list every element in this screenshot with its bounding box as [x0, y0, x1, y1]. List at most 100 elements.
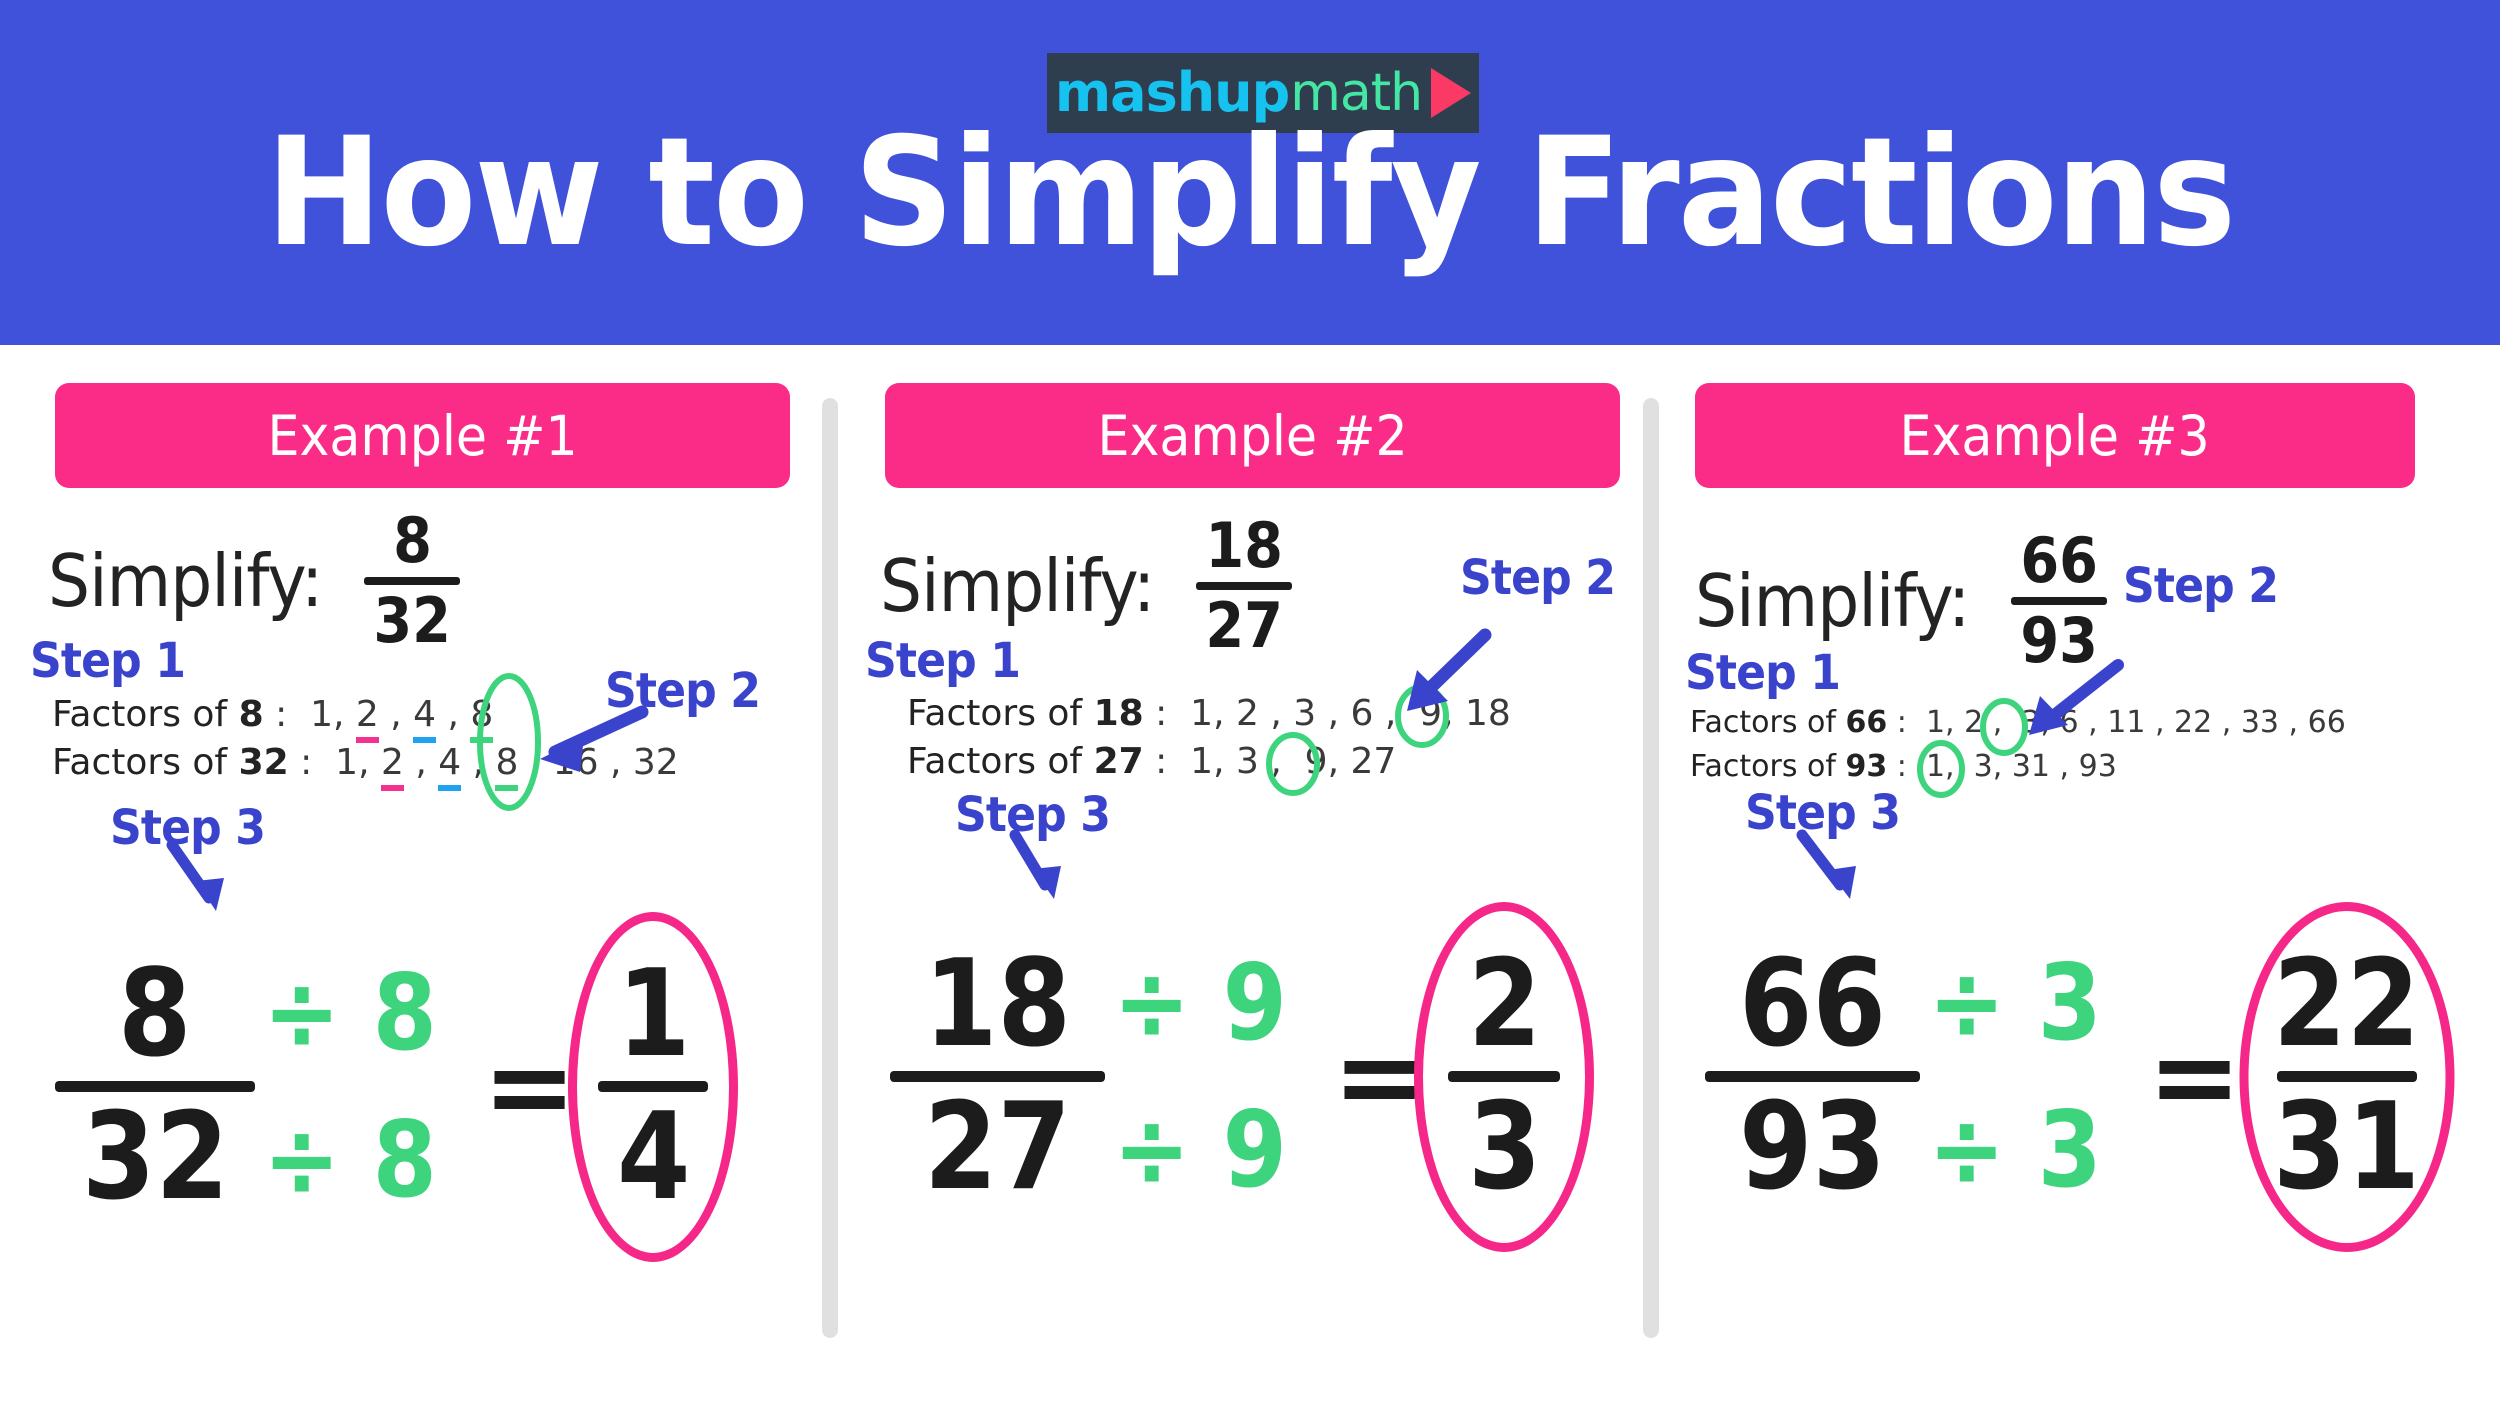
step-3-arrow-icon — [1009, 829, 1061, 899]
factor-item: 3 — [2011, 705, 2041, 740]
factor-item: 3 — [1235, 741, 1259, 782]
solution-equation-1: 8 32 ÷ 8 ÷ 8 = 1 4 — [55, 911, 739, 1262]
factors-row-2a: Factors of 18 : 1, 2 , 3 , 6 , 9, 18 — [907, 693, 1511, 734]
annotations-layer-2 — [1009, 628, 1492, 899]
divide-bottom: ÷ 8 — [263, 1098, 437, 1221]
factor-item: 66 — [2307, 705, 2346, 740]
answer-denominator: 31 — [2273, 1078, 2421, 1217]
factor-item: 3 — [1964, 749, 1993, 784]
annotations-layer-3 — [1796, 659, 2124, 899]
factors-target-number: 8 — [238, 694, 264, 735]
problem-numerator: 18 — [1205, 509, 1284, 582]
page-header-banner: mashup math How to Simplify Fractions — [0, 0, 2500, 345]
colon: : — [300, 742, 313, 783]
divisor-column: ÷ 3 ÷ 3 — [1928, 941, 2126, 1211]
factor-item: 1 — [1916, 705, 1946, 740]
problem-fraction-3: 66 93 — [2011, 530, 2108, 672]
example-column-2: Example #2 Simplify: 18 27 Step 1 Factor… — [845, 345, 1675, 1406]
factor-item: 9 — [1407, 693, 1443, 734]
factor-item: 18 — [1464, 693, 1511, 734]
factor-item: 33 — [2240, 705, 2280, 740]
problem-statement-1: Simplify: 8 32 — [48, 504, 461, 657]
fraction-bar — [1705, 1071, 1920, 1082]
colon: : — [1155, 741, 1168, 782]
example-header-2: Example #2 — [885, 383, 1620, 488]
column-divider-1 — [822, 398, 838, 1338]
mashup-math-logo: mashup math — [1047, 53, 1479, 133]
divisor-column: ÷ 9 ÷ 9 — [1113, 941, 1311, 1211]
step-3-arrow-icon — [1796, 829, 1856, 899]
factor-item: 1 — [1178, 693, 1214, 734]
factors-target-number: 32 — [238, 742, 289, 783]
step-3-label: Step 3 — [1745, 785, 1901, 841]
factor-item: 2 — [355, 694, 379, 743]
factors-target-number: 66 — [1845, 705, 1888, 740]
factor-item: 2 — [380, 742, 404, 791]
example-header-label: Example #2 — [1097, 403, 1408, 468]
equation-numerator: 66 — [1739, 935, 1886, 1074]
problem-numerator: 8 — [392, 504, 432, 577]
example-header-label: Example #1 — [267, 403, 578, 468]
problem-denominator: 27 — [1205, 589, 1284, 662]
factors-row-3a: Factors of 66 : 1, 2 , 3, 6 , 11 , 22 , … — [1690, 705, 2346, 740]
factors-of-label: Factors of — [907, 693, 1083, 734]
factors-of-label: Factors of — [907, 741, 1083, 782]
answer-fraction: 1 4 — [598, 955, 709, 1227]
factor-item: 22 — [2174, 705, 2213, 740]
factors-target-number: 18 — [1093, 693, 1144, 734]
colon: : — [1896, 749, 1907, 784]
equation-fraction: 8 32 — [55, 955, 255, 1218]
example-column-1: Example #1 Simplify: 8 32 Step 1 Factors… — [0, 345, 830, 1406]
example-header-1: Example #1 — [55, 383, 790, 488]
fraction-bar — [1196, 582, 1293, 590]
step-3-label: Step 3 — [955, 787, 1111, 843]
factor-item: 1 — [1916, 749, 1946, 784]
factor-item: 27 — [1350, 741, 1397, 782]
divide-bottom: ÷ 3 — [1928, 1088, 2102, 1211]
answer-denominator: 4 — [616, 1088, 691, 1227]
column-divider-2 — [1643, 398, 1659, 1338]
factor-item: 2 — [1964, 705, 1984, 740]
factors-target-number: 27 — [1093, 741, 1144, 782]
step-1-label: Step 1 — [30, 633, 186, 689]
factors-of-label: Factors of — [52, 742, 228, 783]
divide-top: ÷ 3 — [1928, 941, 2102, 1064]
fraction-bar — [1448, 1071, 1561, 1082]
factors-row-1a: Factors of 8 : 1, 2 , 4 , 8 — [52, 694, 494, 743]
colon: : — [1896, 705, 1907, 740]
factor-item: 31 — [2011, 749, 2051, 784]
step-2-label: Step 2 — [1460, 550, 1616, 606]
factor-item: 93 — [2078, 749, 2117, 784]
problem-fraction-2: 18 27 — [1196, 509, 1293, 662]
equals-sign: = — [1332, 1011, 1427, 1142]
answer-denominator: 3 — [1467, 1078, 1542, 1217]
factor-item: 11 — [2107, 705, 2146, 740]
factors-row-3b: Factors of 93 : 1, 3, 31 , 93 — [1690, 749, 2117, 784]
factors-row-2b: Factors of 27 : 1, 3 , 9, 27 — [907, 741, 1397, 782]
example-header-label: Example #3 — [1899, 403, 2211, 468]
fraction-bar — [2011, 597, 2108, 605]
factor-item: 4 — [413, 694, 437, 743]
answer-group: 22 31 — [2239, 901, 2455, 1252]
equals-sign: = — [2147, 1011, 2242, 1142]
simplify-label: Simplify: — [1695, 559, 1970, 643]
factor-item: 2 — [1235, 693, 1259, 734]
problem-denominator: 32 — [373, 584, 452, 657]
example-column-3: Example #3 Simplify: 66 93 Step 1 Factor… — [1670, 345, 2500, 1406]
step-2-label: Step 2 — [2123, 558, 2279, 614]
step-2-label: Step 2 — [605, 663, 761, 719]
factors-of-label: Factors of — [1690, 705, 1836, 740]
answer-group: 2 3 — [1414, 901, 1595, 1252]
answer-circle — [568, 911, 739, 1262]
factor-item: 8 — [470, 694, 494, 743]
factor-item: 1 — [323, 742, 359, 783]
fraction-bar — [364, 577, 461, 585]
answer-circle — [1414, 901, 1595, 1252]
equation-numerator: 8 — [118, 945, 192, 1084]
divide-top: ÷ 9 — [1113, 941, 1287, 1064]
factor-item: 9 — [1293, 741, 1328, 782]
factors-target-number: 93 — [1845, 749, 1888, 784]
factor-item: 8 — [495, 742, 519, 791]
divide-bottom: ÷ 9 — [1113, 1088, 1287, 1211]
simplify-label: Simplify: — [48, 539, 323, 623]
